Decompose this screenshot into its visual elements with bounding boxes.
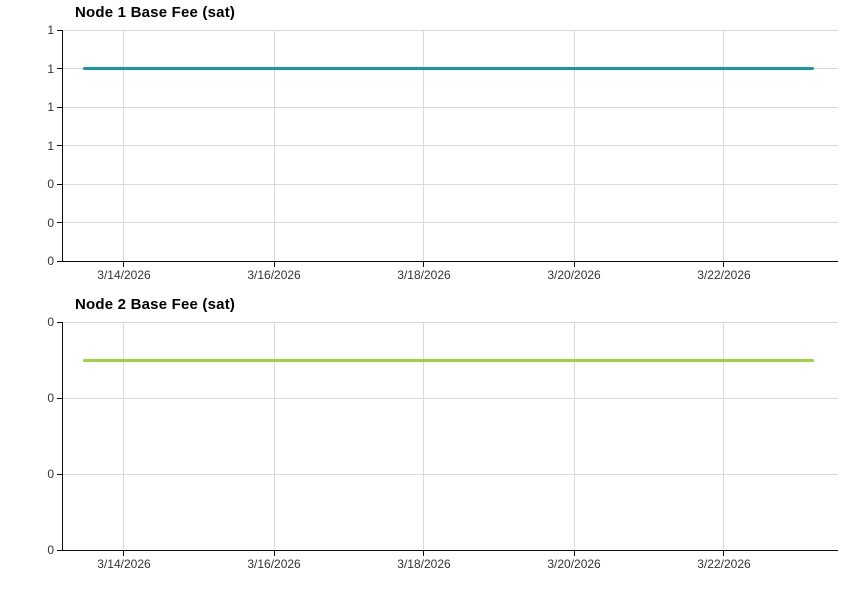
y-tick-label: 1 — [47, 100, 54, 114]
data-line — [82, 358, 814, 362]
chart-1-plot-area: 1 1 1 1 0 0 0 3/14/2026 3/16/2026 3/18/2026 3/20/2… — [47, 23, 838, 282]
x-gridline — [423, 30, 425, 261]
x-tick-mark — [123, 261, 125, 267]
y-gridline — [63, 473, 838, 475]
y-gridline — [63, 106, 838, 108]
x-gridline — [423, 322, 425, 550]
y-gridline — [63, 397, 838, 399]
y-tick-label: 0 — [47, 315, 54, 329]
chart-title-node-1: Node 1 Base Fee (sat) — [75, 4, 236, 21]
y-tick-mark — [57, 29, 63, 31]
x-tick-label: 3/18/2026 — [397, 268, 451, 282]
y-tick-mark — [57, 260, 63, 262]
chart-title-node-2: Node 2 Base Fee (sat) — [75, 296, 236, 313]
data-line — [82, 67, 814, 70]
y-tick-mark — [57, 473, 63, 475]
x-tick-mark — [273, 550, 275, 556]
x-gridline — [273, 30, 275, 261]
y-tick-label: 1 — [47, 138, 54, 153]
x-tick-mark — [123, 550, 125, 556]
x-tick-label: 3/20/2026 — [547, 557, 601, 571]
x-gridline — [273, 322, 275, 550]
x-tick-mark — [723, 550, 725, 556]
x-gridline — [123, 30, 125, 261]
y-tick-mark — [57, 145, 63, 146]
x-tick-label: 3/20/2026 — [547, 268, 601, 282]
x-tick-label: 3/22/2026 — [697, 268, 751, 282]
y-tick-label: 0 — [47, 177, 54, 191]
y-tick-label: 0 — [47, 467, 54, 481]
y-gridline — [63, 145, 838, 146]
x-tick-mark — [273, 261, 275, 267]
y-tick-mark — [57, 106, 63, 108]
x-tick-mark — [723, 261, 725, 267]
x-tick-mark — [423, 550, 425, 556]
y-tick-label: 1 — [47, 61, 54, 76]
y-tick-label: 1 — [47, 23, 54, 37]
y-tick-mark — [57, 397, 63, 399]
x-gridline — [723, 30, 725, 261]
y-tick-label: 0 — [47, 543, 54, 557]
x-gridline — [723, 322, 725, 550]
y-gridline — [63, 183, 838, 185]
y-gridline — [63, 222, 838, 223]
chart-2-plot-area: 0 0 0 0 3/14/2026 3/16/2026 3/18/2026 3/20/2026… — [47, 315, 838, 571]
x-tick-mark — [423, 261, 425, 267]
x-tick-label: 3/14/2026 — [97, 268, 151, 282]
y-tick-label: 0 — [47, 215, 54, 230]
y-tick-mark — [57, 321, 63, 323]
x-tick-label: 3/18/2026 — [397, 557, 451, 571]
x-tick-mark — [573, 550, 575, 556]
x-tick-label: 3/16/2026 — [247, 557, 301, 571]
chart-node-1-base-fee: Node 1 Base Fee (sat) 1 1 1 1 0 0 0 3/14/2026 3/… — [0, 0, 860, 292]
y-tick-label: 0 — [47, 391, 54, 405]
x-tick-label: 3/22/2026 — [697, 557, 751, 571]
y-tick-mark — [57, 183, 63, 185]
y-tick-mark — [57, 549, 63, 551]
y-tick-mark — [57, 68, 63, 69]
x-tick-label: 3/16/2026 — [247, 268, 301, 282]
x-gridline — [573, 30, 575, 261]
y-gridline — [63, 321, 838, 323]
y-tick-label: 0 — [47, 254, 54, 268]
chart-node-2-base-fee: Node 2 Base Fee (sat) 0 0 0 0 3/14/2026 3/16/… — [0, 292, 860, 600]
x-tick-label: 3/14/2026 — [97, 557, 151, 571]
y-tick-mark — [57, 222, 63, 223]
x-tick-mark — [573, 261, 575, 267]
x-gridline — [573, 322, 575, 550]
x-gridline — [123, 322, 125, 550]
y-gridline — [63, 29, 838, 31]
